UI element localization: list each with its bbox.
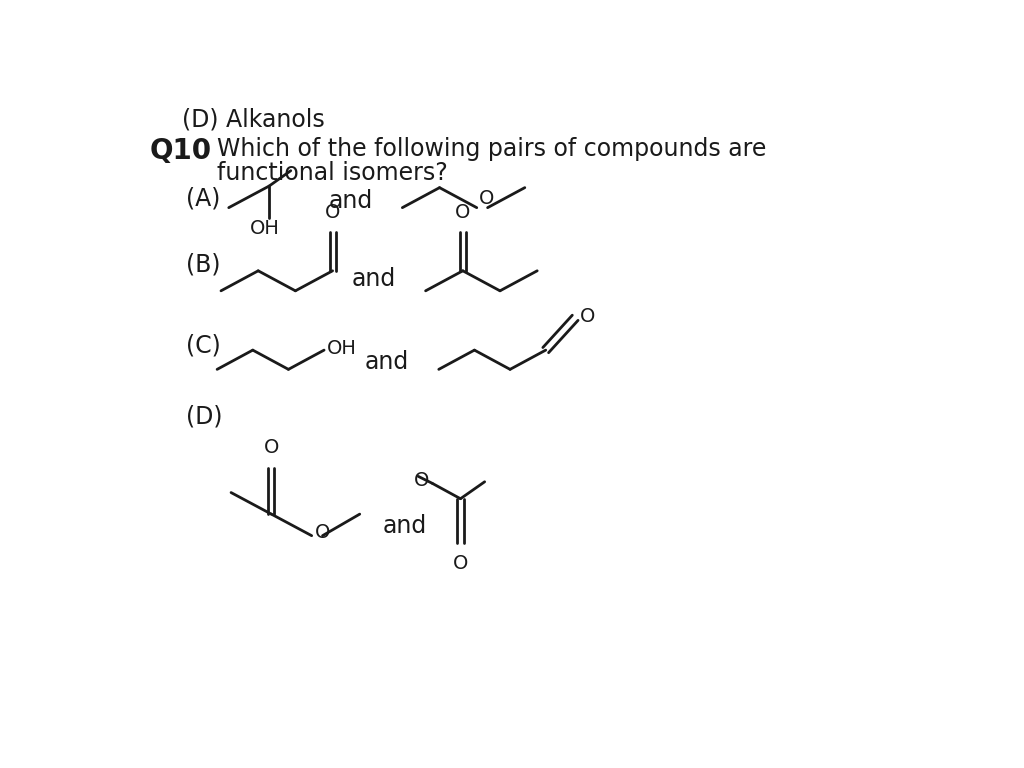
Text: (C): (C)	[186, 333, 221, 357]
Text: O: O	[455, 203, 470, 221]
Text: (D) Alkanols: (D) Alkanols	[182, 108, 325, 131]
Text: and: and	[329, 190, 373, 214]
Text: O: O	[479, 189, 495, 208]
Text: functional isomers?: functional isomers?	[217, 161, 447, 185]
Text: O: O	[325, 203, 340, 221]
Text: (D): (D)	[186, 404, 222, 428]
Text: (B): (B)	[186, 253, 220, 276]
Text: and: and	[352, 267, 396, 291]
Text: OH: OH	[250, 219, 281, 238]
Text: (A): (A)	[186, 187, 220, 211]
Text: O: O	[264, 438, 280, 457]
Text: and: and	[383, 514, 427, 538]
Text: O: O	[580, 306, 595, 326]
Text: Q10: Q10	[150, 137, 212, 165]
Text: O: O	[414, 471, 429, 490]
Text: OH: OH	[328, 339, 357, 358]
Text: Which of the following pairs of compounds are: Which of the following pairs of compound…	[217, 137, 767, 161]
Text: O: O	[314, 523, 330, 542]
Text: and: and	[365, 349, 409, 374]
Text: O: O	[453, 554, 468, 573]
